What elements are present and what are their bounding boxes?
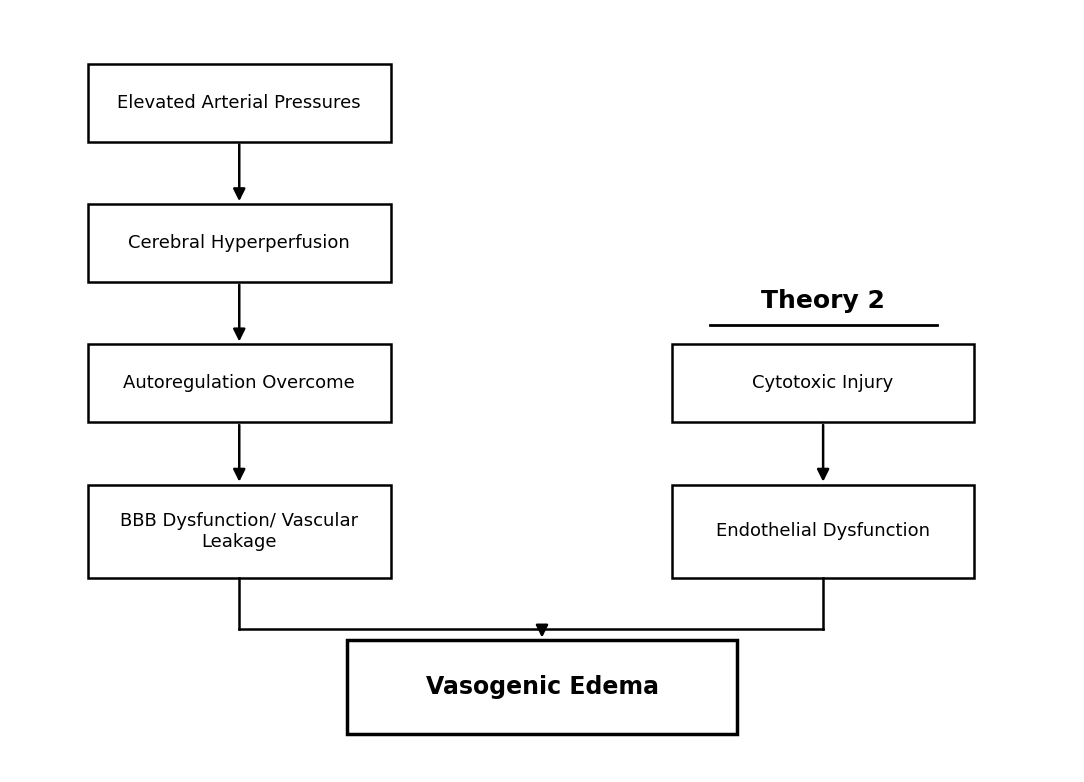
FancyBboxPatch shape — [88, 344, 390, 422]
FancyBboxPatch shape — [88, 63, 390, 142]
FancyBboxPatch shape — [88, 204, 390, 282]
FancyBboxPatch shape — [88, 485, 390, 578]
FancyBboxPatch shape — [672, 485, 975, 578]
Text: Vasogenic Edema: Vasogenic Edema — [426, 675, 658, 699]
FancyBboxPatch shape — [672, 344, 975, 422]
FancyBboxPatch shape — [347, 640, 737, 734]
Text: Autoregulation Overcome: Autoregulation Overcome — [124, 375, 356, 393]
Text: Theory 2: Theory 2 — [761, 289, 885, 314]
Text: Elevated Arterial Pressures: Elevated Arterial Pressures — [117, 94, 361, 112]
Text: Cytotoxic Injury: Cytotoxic Injury — [752, 375, 893, 393]
Text: Cerebral Hyperperfusion: Cerebral Hyperperfusion — [128, 234, 350, 252]
Text: Endothelial Dysfunction: Endothelial Dysfunction — [717, 522, 930, 540]
Text: BBB Dysfunction/ Vascular
Leakage: BBB Dysfunction/ Vascular Leakage — [120, 512, 359, 551]
